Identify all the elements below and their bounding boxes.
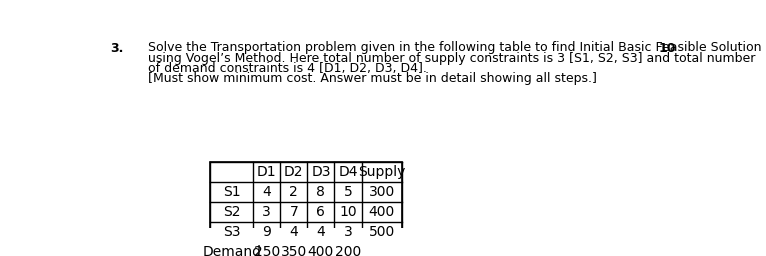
Text: 6: 6 (316, 205, 326, 219)
Text: [Must show minimum cost. Answer must be in detail showing all steps.]: [Must show minimum cost. Answer must be … (149, 71, 597, 84)
Text: 2: 2 (290, 185, 298, 199)
Text: 7: 7 (290, 205, 298, 219)
Text: S2: S2 (223, 205, 241, 219)
Text: 5: 5 (344, 185, 352, 199)
Text: 9: 9 (262, 225, 271, 239)
Text: 400: 400 (368, 205, 394, 219)
Text: 500: 500 (368, 225, 394, 239)
Text: 3.: 3. (110, 41, 123, 55)
Text: Solve the Transportation problem given in the following table to find Initial Ba: Solve the Transportation problem given i… (149, 41, 762, 55)
Text: S3: S3 (223, 225, 241, 239)
Text: 300: 300 (368, 185, 394, 199)
Text: Supply: Supply (358, 165, 405, 179)
Text: Demand: Demand (202, 245, 261, 256)
Text: 4: 4 (290, 225, 298, 239)
Text: 3: 3 (344, 225, 352, 239)
Text: 350: 350 (280, 245, 307, 256)
Text: D3: D3 (311, 165, 331, 179)
Text: using Vogel’s Method. Here total number of supply constraints is 3 [S1, S2, S3] : using Vogel’s Method. Here total number … (149, 51, 756, 65)
Text: D2: D2 (284, 165, 303, 179)
Text: 4: 4 (262, 185, 271, 199)
Text: 200: 200 (335, 245, 361, 256)
Text: 250: 250 (254, 245, 280, 256)
Text: 400: 400 (308, 245, 334, 256)
Bar (211, 162, 402, 256)
Text: D1: D1 (257, 165, 277, 179)
Text: 4: 4 (316, 225, 326, 239)
Text: 10: 10 (659, 41, 676, 55)
Text: S1: S1 (223, 185, 241, 199)
Text: 8: 8 (316, 185, 326, 199)
Text: of demand constraints is 4 [D1, D2, D3, D4].: of demand constraints is 4 [D1, D2, D3, … (149, 61, 427, 74)
Text: 10: 10 (339, 205, 357, 219)
Text: 3: 3 (262, 205, 271, 219)
Text: D4: D4 (339, 165, 358, 179)
